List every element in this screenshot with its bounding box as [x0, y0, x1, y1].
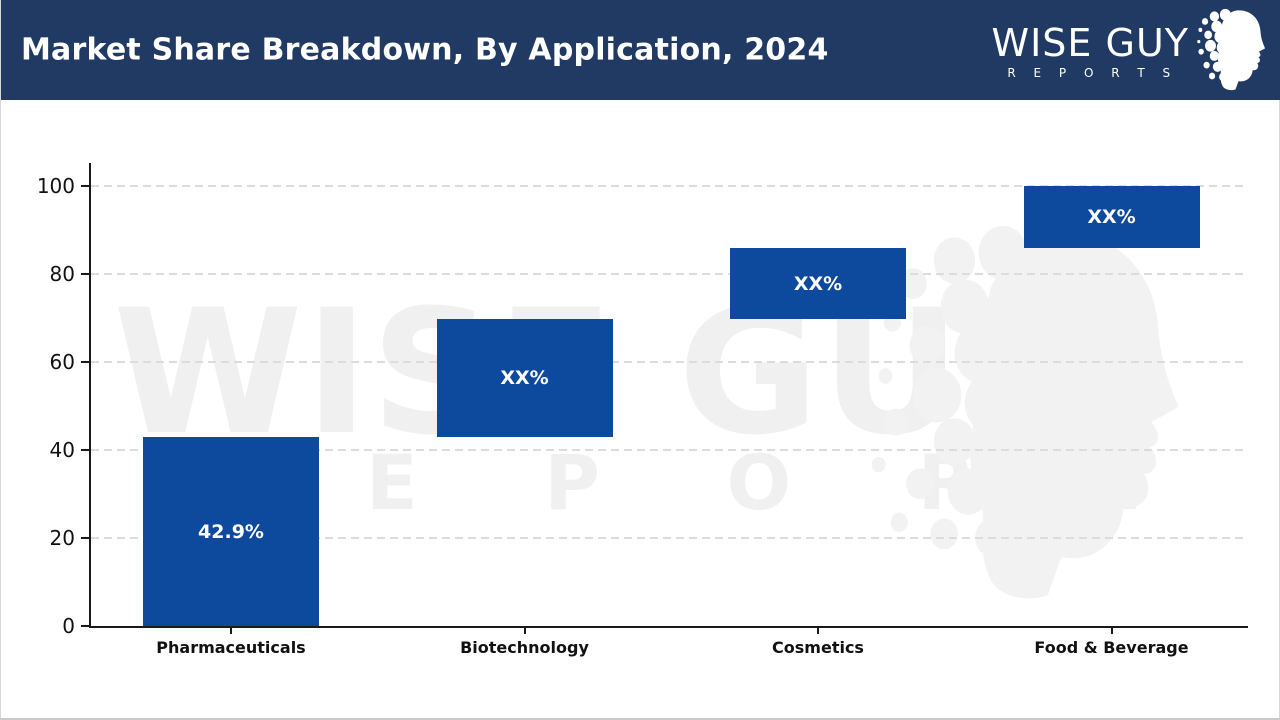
x-tick-label-biotechnology: Biotechnology	[460, 638, 589, 657]
x-tick-biotechnology	[523, 628, 526, 634]
x-tick-food-beverage	[1110, 628, 1113, 634]
x-tick-label-pharmaceuticals: Pharmaceuticals	[156, 638, 306, 657]
y-tick-label-20: 20	[49, 526, 75, 550]
bar-biotechnology: XX%	[436, 318, 613, 438]
brand-logo-text: WISE GUY R E P O R T S	[991, 21, 1189, 80]
gridline-100	[91, 185, 1246, 187]
y-tick-100	[81, 185, 89, 187]
y-tick-0	[81, 625, 89, 627]
gridline-60	[91, 361, 1246, 363]
y-tick-label-0: 0	[62, 614, 75, 638]
chart-title: Market Share Breakdown, By Application, …	[21, 32, 829, 68]
header-banner: Market Share Breakdown, By Application, …	[1, 0, 1280, 100]
brand-head-icon	[1197, 8, 1266, 91]
x-axis-line	[89, 626, 1248, 628]
brand-subname: R E P O R T S	[1007, 65, 1178, 80]
y-tick-60	[81, 361, 89, 363]
bar-food-beverage: XX%	[1023, 186, 1200, 249]
y-tick-40	[81, 449, 89, 451]
bar-cosmetics: XX%	[730, 248, 906, 319]
gridline-20	[91, 537, 1246, 539]
y-tick-label-100: 100	[36, 174, 75, 198]
x-tick-label-cosmetics: Cosmetics	[772, 638, 864, 657]
y-tick-80	[81, 273, 89, 275]
gridline-40	[91, 449, 1246, 451]
y-tick-20	[81, 537, 89, 539]
bar-value-label-food-beverage: XX%	[1087, 206, 1136, 229]
x-tick-cosmetics	[817, 628, 819, 634]
y-tick-label-40: 40	[49, 438, 75, 462]
y-tick-label-80: 80	[49, 262, 75, 286]
x-tick-pharmaceuticals	[230, 628, 232, 634]
bar-value-label-biotechnology: XX%	[500, 367, 549, 390]
bar-pharmaceuticals: 42.9%	[143, 437, 319, 626]
y-axis-line	[89, 163, 91, 628]
gridline-80	[91, 273, 1246, 275]
x-tick-label-food-beverage: Food & Beverage	[1034, 638, 1189, 657]
bar-value-label-pharmaceuticals: 42.9%	[198, 520, 264, 543]
y-tick-label-60: 60	[49, 350, 75, 374]
brand-logo: WISE GUY R E P O R T S	[992, 6, 1269, 94]
brand-name: WISE GUY	[991, 21, 1189, 66]
bar-value-label-cosmetics: XX%	[793, 272, 843, 295]
